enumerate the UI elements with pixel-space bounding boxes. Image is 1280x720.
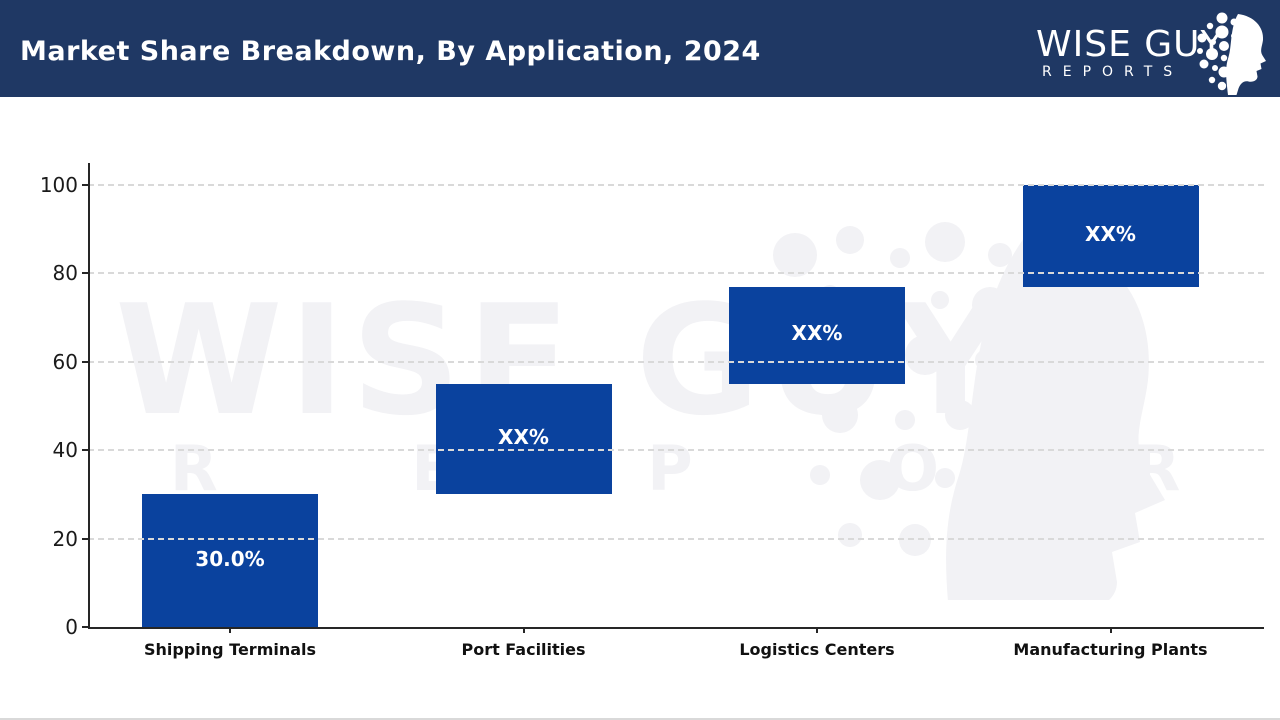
watermark-subtitle: R E P O R T S xyxy=(170,432,1280,505)
bar-port-facilities xyxy=(435,383,612,495)
category-label-0: Shipping Terminals xyxy=(143,640,317,659)
y-axis-tick-60 xyxy=(82,360,88,363)
y-axis-tick-0 xyxy=(82,626,88,628)
chart-title: Market Share Breakdown, By Application, … xyxy=(20,36,761,67)
bar-value-label: XX% xyxy=(1085,221,1136,246)
category-label-3: Manufacturing Plants xyxy=(1013,640,1208,659)
y-axis-label-100: 100 xyxy=(39,173,78,197)
gridline-40 xyxy=(88,449,1264,452)
bar-value-label: XX% xyxy=(791,321,843,346)
y-axis-label-80: 80 xyxy=(52,261,78,286)
y-axis-tick-100 xyxy=(82,184,88,186)
y-axis-tick-80 xyxy=(82,272,88,275)
y-axis-label-60: 60 xyxy=(52,349,78,374)
y-axis-label-0: 0 xyxy=(65,615,78,639)
x-axis-line xyxy=(88,627,1264,629)
y-axis-line xyxy=(88,163,90,629)
bar-value-label: XX% xyxy=(498,425,549,450)
y-axis-label-20: 20 xyxy=(52,526,78,551)
bar-shipping-terminals xyxy=(142,494,318,627)
x-axis-tick-1 xyxy=(522,627,525,633)
category-label-2: Logistics Centers xyxy=(739,640,895,659)
x-axis-tick-0 xyxy=(229,627,231,633)
y-axis-tick-20 xyxy=(82,537,88,540)
category-label-1: Port Facilities xyxy=(461,640,586,659)
logo-subtitle: REPORTS xyxy=(1042,64,1184,80)
bar-value-label: 30.0% xyxy=(195,546,265,571)
logo-wordmark: WISE GUY xyxy=(1036,24,1224,65)
x-axis-tick-2 xyxy=(816,627,818,633)
gridline-80 xyxy=(88,272,1264,275)
gridline-60 xyxy=(88,360,1264,363)
wise-guy-reports-logo: WISE GUY REPORTS xyxy=(1012,6,1266,95)
gridline-20 xyxy=(88,537,1264,540)
header-band: Market Share Breakdown, By Application, … xyxy=(0,0,1280,97)
logo-face-icon xyxy=(1197,12,1266,95)
y-axis-label-40: 40 xyxy=(52,438,78,463)
y-axis-tick-40 xyxy=(82,449,88,452)
x-axis-tick-3 xyxy=(1109,627,1112,633)
gridline-100 xyxy=(88,184,1264,186)
